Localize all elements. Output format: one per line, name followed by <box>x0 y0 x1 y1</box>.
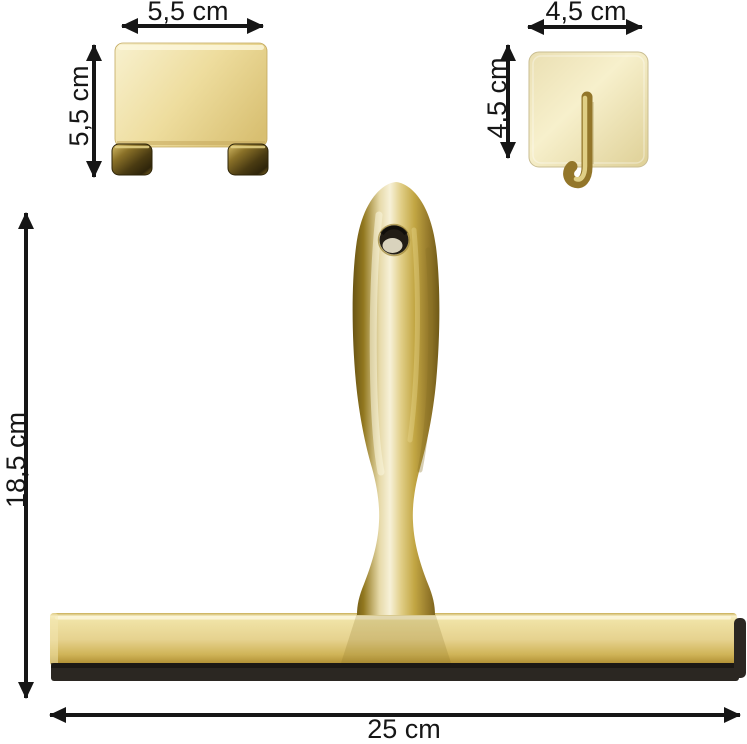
squeegee-height-arrow <box>18 212 34 699</box>
adhesive-hook-height-arrow <box>500 44 516 159</box>
adhesive-hook-width-arrow <box>527 19 643 35</box>
squeegee-width-arrow <box>49 707 741 723</box>
adhesive-hook-image <box>528 51 649 189</box>
hanging-hole-throughlight <box>382 238 403 253</box>
hook-stem-highlight <box>573 95 588 182</box>
hanger-width-arrow <box>121 18 264 34</box>
squeegee-bar-left-face <box>50 613 58 666</box>
squeegee-bar <box>50 613 737 666</box>
squeegee-rubber-shadow <box>51 663 739 668</box>
hanger-plate <box>114 42 268 148</box>
squeegee-rubber-end-cap <box>734 618 746 678</box>
hanger-plate-image <box>111 42 269 176</box>
handle-shade <box>417 247 434 473</box>
handle-reflection <box>341 613 451 663</box>
squeegee-image <box>50 182 746 681</box>
hanger-left-hook <box>111 143 153 176</box>
hanging-hole-rim <box>377 223 411 257</box>
adhesive-hook-width-label: 4,5 cm <box>545 0 627 26</box>
hanger-right-hook <box>227 143 269 176</box>
handle-specular-highlight <box>369 211 385 476</box>
hanger-plate-highlight <box>118 45 264 50</box>
squeegee-width-label: 25 cm <box>367 714 441 744</box>
hanger-width-label: 5,5 cm <box>147 0 229 26</box>
hanger-plate-bottom-edge <box>117 141 265 145</box>
hanging-hole-inner-shadow <box>380 225 408 236</box>
squeegee-bar-highlight <box>55 616 731 620</box>
handle-secondary-highlight <box>407 227 420 443</box>
hanger-height-arrow <box>86 44 102 178</box>
